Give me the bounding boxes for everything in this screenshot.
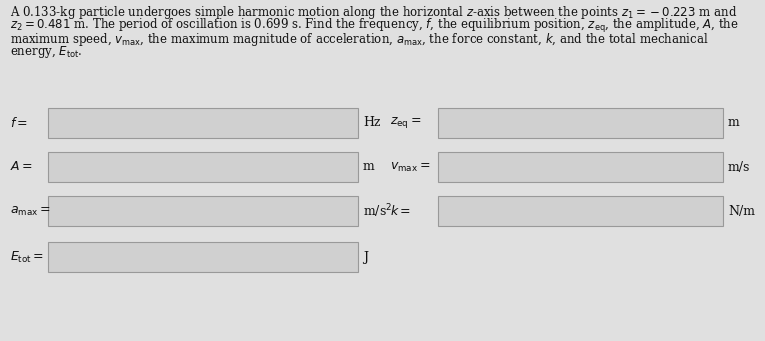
FancyBboxPatch shape [48,242,358,272]
FancyBboxPatch shape [438,152,723,182]
Text: m: m [363,161,375,174]
Text: $A =$: $A =$ [10,161,33,174]
Text: Hz: Hz [363,117,380,130]
Text: N/m: N/m [728,205,755,218]
Text: m/s$^2$: m/s$^2$ [363,202,392,220]
Text: $z_\mathrm{eq} =$: $z_\mathrm{eq} =$ [390,116,422,131]
Text: $a_\mathrm{max} =$: $a_\mathrm{max} =$ [10,205,50,218]
Text: energy, $E_\mathrm{tot}$.: energy, $E_\mathrm{tot}$. [10,44,83,60]
FancyBboxPatch shape [48,108,358,138]
Text: m/s: m/s [728,161,750,174]
FancyBboxPatch shape [48,152,358,182]
Text: A 0.133-kg particle undergoes simple harmonic motion along the horizontal $z$-ax: A 0.133-kg particle undergoes simple har… [10,4,737,21]
Text: maximum speed, $v_\mathrm{max}$, the maximum magnitude of acceleration, $a_\math: maximum speed, $v_\mathrm{max}$, the max… [10,31,708,48]
Text: $E_\mathrm{tot} =$: $E_\mathrm{tot} =$ [10,250,44,265]
Text: $z_2 = 0.481$ m. The period of oscillation is 0.699 s. Find the frequency, $f$, : $z_2 = 0.481$ m. The period of oscillati… [10,17,739,35]
FancyBboxPatch shape [438,108,723,138]
Text: m: m [728,117,740,130]
Text: $v_\mathrm{max} =$: $v_\mathrm{max} =$ [390,161,431,174]
FancyBboxPatch shape [438,196,723,226]
Text: $f =$: $f =$ [10,116,28,130]
Text: $k =$: $k =$ [390,204,411,218]
Text: J: J [363,251,368,264]
FancyBboxPatch shape [48,196,358,226]
